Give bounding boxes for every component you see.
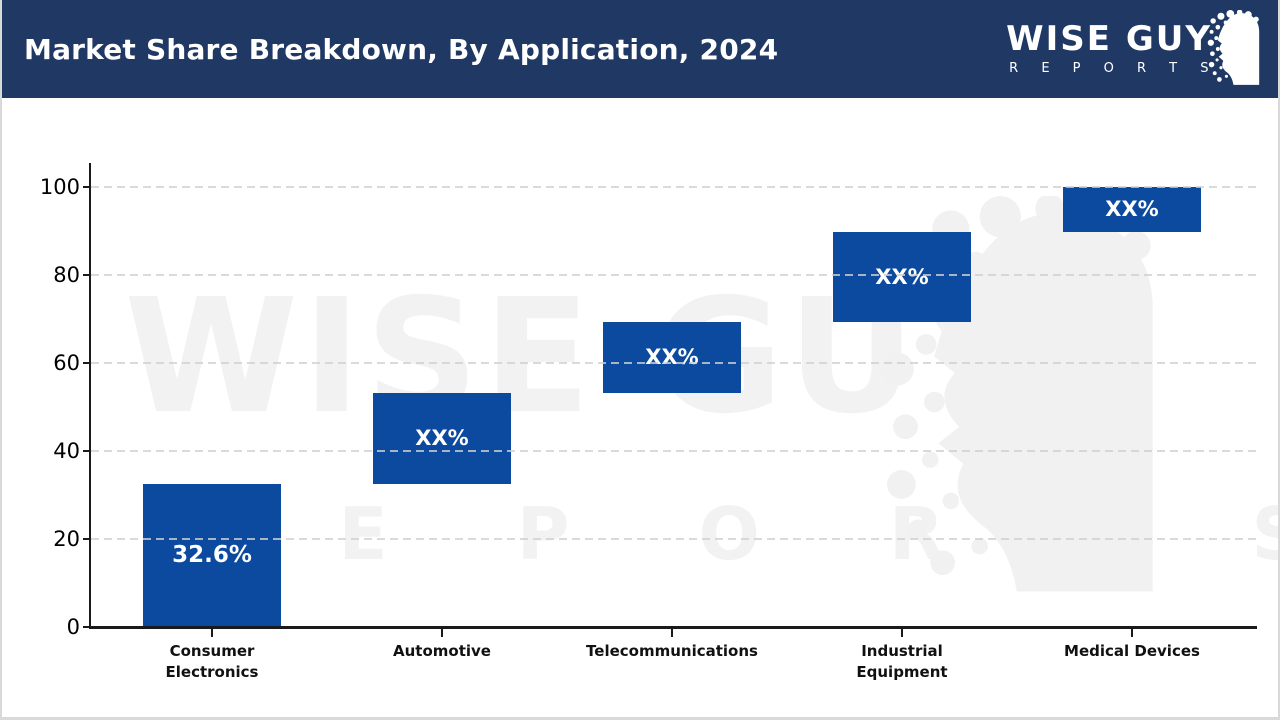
x-tick-label-automotive: Automotive [393, 642, 491, 660]
gridline-60 [91, 362, 1257, 364]
x-tick-label-medical-devices: Medical Devices [1064, 642, 1200, 660]
wise-guy-reports-logo: WISE GUY R E P O R T S [1006, 10, 1278, 88]
x-tick-medical-devices [1131, 629, 1133, 637]
bar-value-label-medical-devices: XX% [1105, 197, 1159, 222]
logo-text: WISE GUY R E P O R T S [1006, 22, 1218, 76]
x-tick-label-consumer-electronics: Consumer Electronics [165, 642, 259, 681]
bar-value-label-consumer-electronics: 32.6% [172, 542, 252, 569]
dotted-face-icon [1207, 10, 1260, 85]
bar-automotive: XX% [373, 392, 511, 484]
bar-medical-devices: XX% [1063, 187, 1201, 232]
gridline-100 [91, 186, 1257, 188]
bar-telecommunications: XX% [603, 322, 741, 393]
y-tick-label-40: 40 [53, 439, 80, 463]
x-axis-line [89, 626, 1257, 629]
bar-value-label-industrial-equipment: XX% [875, 264, 929, 289]
header-bar: Market Share Breakdown, By Application, … [2, 0, 1278, 98]
page-title: Market Share Breakdown, By Application, … [24, 32, 779, 66]
y-tick-label-0: 0 [66, 615, 80, 639]
bar-consumer-electronics: 32.6% [143, 483, 281, 627]
bar-value-label-automotive: XX% [415, 426, 469, 451]
y-tick-label-80: 80 [53, 263, 80, 287]
y-tick-label-60: 60 [53, 351, 80, 375]
x-tick-industrial-equipment [901, 629, 903, 637]
x-tick-consumer-electronics [211, 629, 213, 637]
y-tick-40 [83, 450, 91, 452]
y-tick-80 [83, 274, 91, 276]
bar-value-label-telecommunications: XX% [645, 345, 699, 370]
logo-wordmark: WISE GUY [1006, 19, 1212, 59]
y-tick-label-20: 20 [53, 527, 80, 551]
x-tick-label-industrial-equipment: Industrial Equipment [856, 642, 948, 681]
y-tick-60 [83, 362, 91, 364]
x-tick-label-telecommunications: Telecommunications [586, 642, 758, 660]
y-tick-label-100: 100 [39, 175, 80, 199]
y-tick-0 [83, 626, 91, 628]
gridline-80 [91, 274, 1257, 276]
logo-subtitle: R E P O R T S [1009, 61, 1218, 76]
gridline-40 [91, 450, 1257, 452]
x-tick-automotive [441, 629, 443, 637]
gridline-20 [91, 538, 1257, 540]
y-tick-100 [83, 186, 91, 188]
bar-industrial-equipment: XX% [833, 231, 971, 323]
y-axis-line [89, 163, 91, 629]
x-tick-telecommunications [671, 629, 673, 637]
y-tick-20 [83, 538, 91, 540]
